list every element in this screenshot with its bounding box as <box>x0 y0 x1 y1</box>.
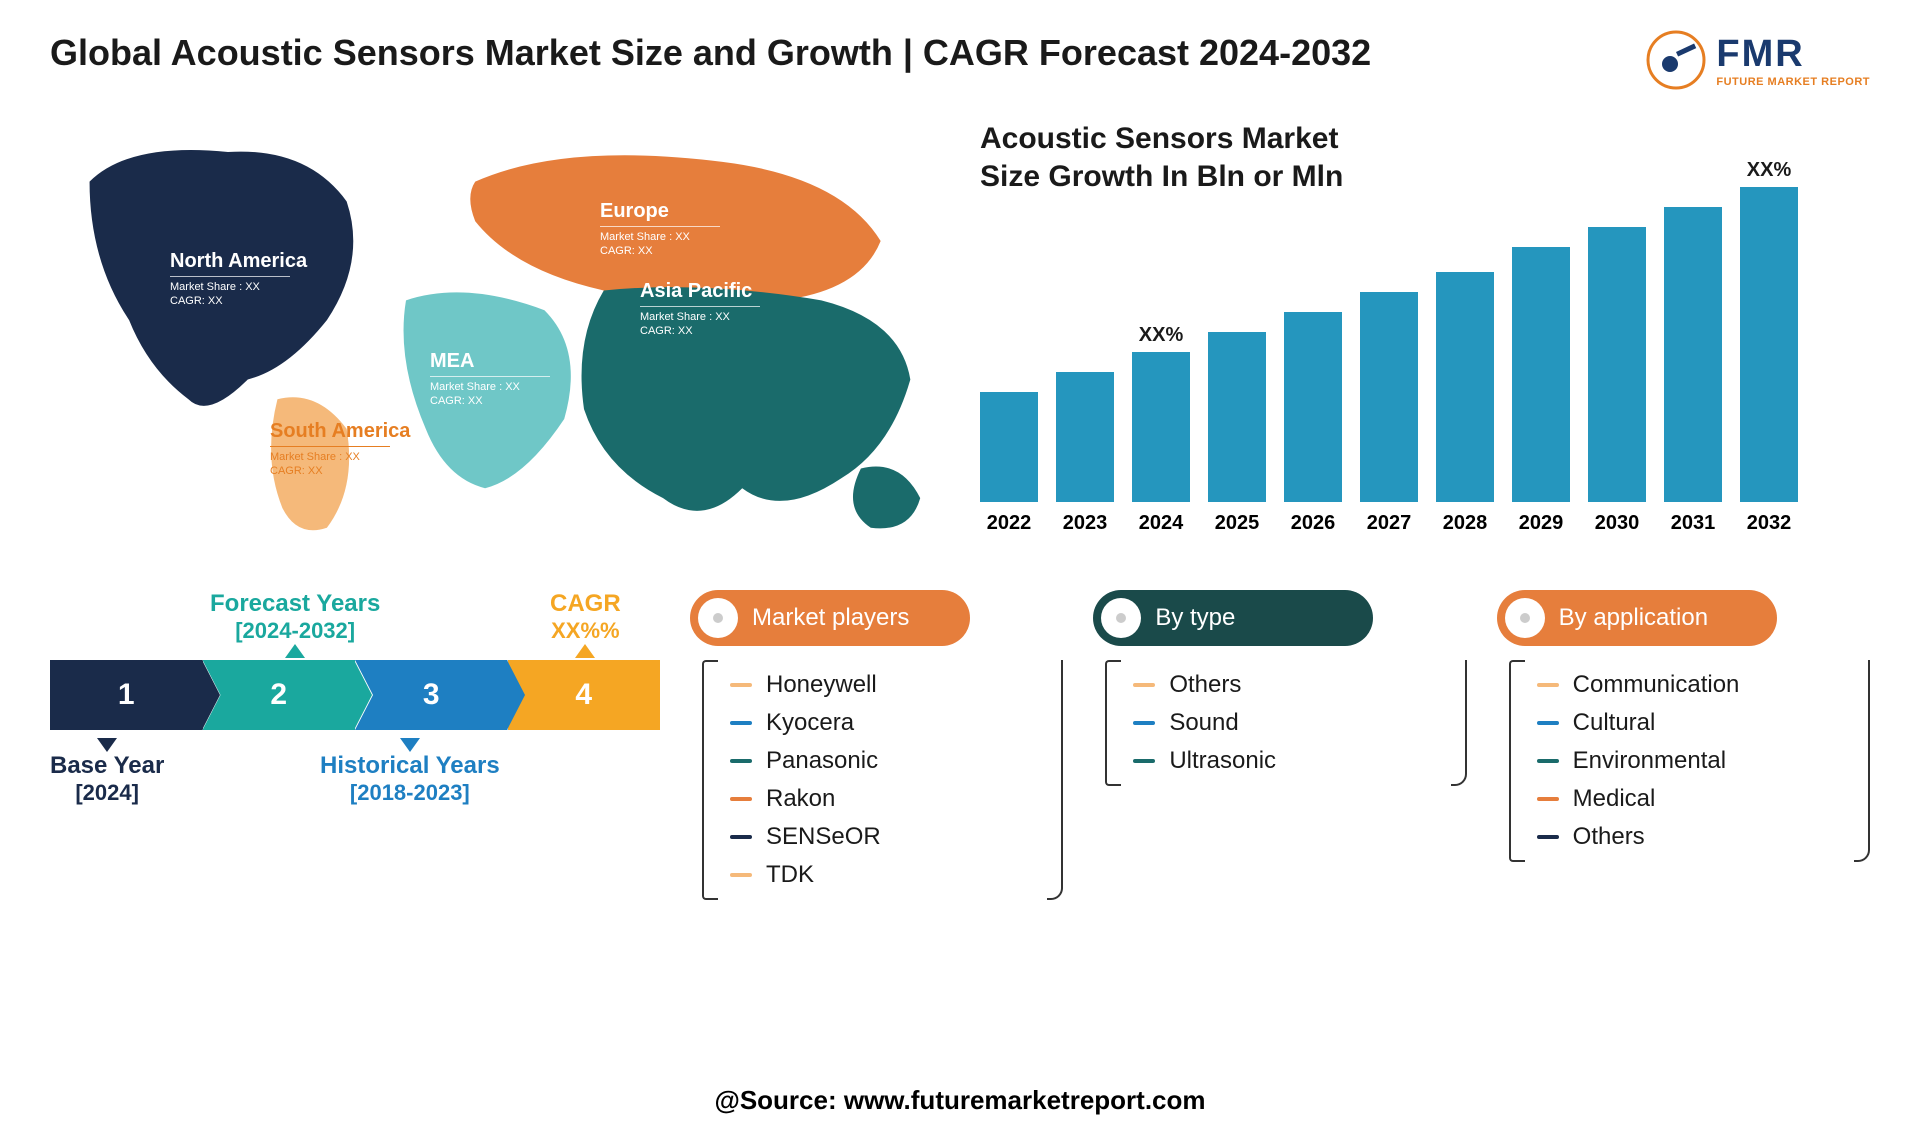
list-item: Others <box>1537 818 1870 856</box>
page-title: Global Acoustic Sensors Market Size and … <box>50 30 1371 77</box>
list-item: Sound <box>1133 704 1466 742</box>
timeline-seg-1: 1 <box>50 660 203 730</box>
bar-2029: 2029 <box>1512 247 1570 535</box>
category-header: By application <box>1497 590 1777 646</box>
source-attribution: @Source: www.futuremarketreport.com <box>0 1085 1920 1116</box>
bullet-icon <box>698 598 738 638</box>
bar-2024: XX%2024 <box>1132 352 1190 535</box>
list-item: Rakon <box>730 780 1063 818</box>
logo-text-sub: FUTURE MARKET REPORT <box>1716 76 1870 88</box>
bar-2026: 2026 <box>1284 312 1342 535</box>
bar-chart: Acoustic Sensors Market Size Growth In B… <box>980 120 1870 540</box>
timeline-seg-3: 3 <box>355 660 508 730</box>
timeline: Forecast Years[2024-2032] CAGRXX%% 1234 … <box>50 590 660 894</box>
timeline-seg-2: 2 <box>203 660 356 730</box>
historical-label: Historical Years[2018-2023] <box>320 734 500 806</box>
list-item: SENSeOR <box>730 818 1063 856</box>
list-item: Communication <box>1537 666 1870 704</box>
timeline-seg-4: 4 <box>508 660 661 730</box>
base-year-label: Base Year[2024] <box>50 734 164 806</box>
list-item: TDK <box>730 856 1063 894</box>
label-asia-pacific: Asia Pacific Market Share : XXCAGR: XX <box>640 280 760 339</box>
bar-2028: 2028 <box>1436 272 1494 535</box>
logo: FMR FUTURE MARKET REPORT <box>1646 30 1870 90</box>
list-item: Kyocera <box>730 704 1063 742</box>
list-item: Honeywell <box>730 666 1063 704</box>
bar-2022: 2022 <box>980 392 1038 535</box>
logo-text-main: FMR <box>1716 33 1870 76</box>
world-map: North America Market Share : XXCAGR: XX … <box>50 120 940 540</box>
map-svg <box>50 120 940 540</box>
bar-2023: 2023 <box>1056 372 1114 535</box>
list-item: Panasonic <box>730 742 1063 780</box>
logo-icon <box>1646 30 1706 90</box>
bar-2032: XX%2032 <box>1740 187 1798 535</box>
bullet-icon <box>1101 598 1141 638</box>
label-north-america: North America Market Share : XXCAGR: XX <box>170 250 307 309</box>
category-market-players: Market players HoneywellKyoceraPanasonicR… <box>690 590 1063 894</box>
cagr-label: CAGRXX%% <box>550 590 621 662</box>
category-header: By type <box>1093 590 1373 646</box>
label-south-america: South America Market Share : XXCAGR: XX <box>270 420 410 479</box>
label-mea: MEA Market Share : XXCAGR: XX <box>430 350 550 409</box>
category-header: Market players <box>690 590 970 646</box>
list-item: Others <box>1133 666 1466 704</box>
bar-2031: 2031 <box>1664 207 1722 535</box>
bar-2030: 2030 <box>1588 227 1646 535</box>
list-item: Environmental <box>1537 742 1870 780</box>
category-by-application: By application CommunicationCulturalEnvir… <box>1497 590 1870 894</box>
forecast-label: Forecast Years[2024-2032] <box>210 590 380 662</box>
chart-title: Acoustic Sensors Market Size Growth In B… <box>980 120 1380 195</box>
list-item: Ultrasonic <box>1133 742 1466 780</box>
label-europe: Europe Market Share : XXCAGR: XX <box>600 200 720 259</box>
bar-2025: 2025 <box>1208 332 1266 535</box>
category-by-type: By type OthersSoundUltrasonic <box>1093 590 1466 894</box>
bullet-icon <box>1505 598 1545 638</box>
bar-2027: 2027 <box>1360 292 1418 535</box>
list-item: Medical <box>1537 780 1870 818</box>
list-item: Cultural <box>1537 704 1870 742</box>
